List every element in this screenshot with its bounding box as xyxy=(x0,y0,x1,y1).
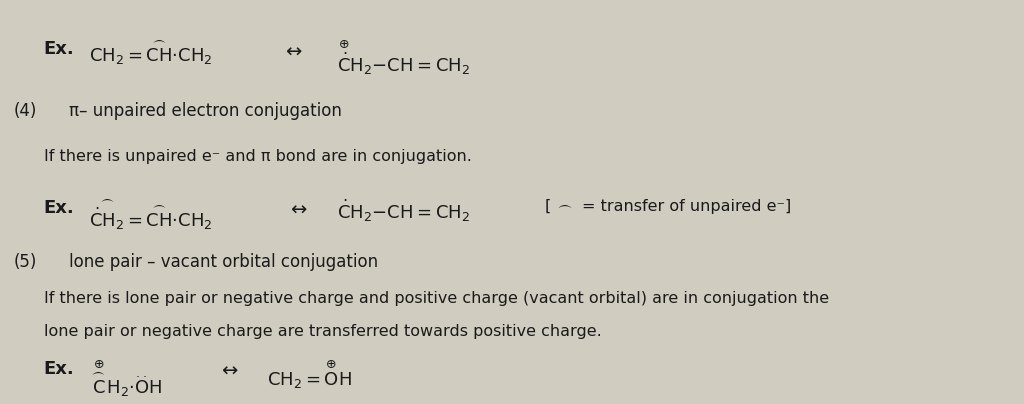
Text: [: [ xyxy=(545,199,551,214)
Text: If there is unpaired e⁻ and π bond are in conjugation.: If there is unpaired e⁻ and π bond are i… xyxy=(44,149,472,164)
Text: lone pair or negative charge are transferred towards positive charge.: lone pair or negative charge are transfe… xyxy=(44,324,602,339)
Text: $\leftrightarrow$: $\leftrightarrow$ xyxy=(217,360,239,379)
Text: $\mathrm{\dot{C}H_2{-}CH{=}CH_2}$: $\mathrm{\dot{C}H_2{-}CH{=}CH_2}$ xyxy=(337,198,470,224)
Text: $\mathrm{\overset{\frown}{\dot{C}H_2}{=}\overset{\frown}{CH}{\cdot}CH_2}$: $\mathrm{\overset{\frown}{\dot{C}H_2}{=}… xyxy=(88,198,212,232)
Text: $\leftrightarrow$: $\leftrightarrow$ xyxy=(282,40,303,59)
Text: $\mathrm{CH_2{=}\overset{\frown}{CH}{\cdot}CH_2}$: $\mathrm{CH_2{=}\overset{\frown}{CH}{\cd… xyxy=(88,38,212,67)
Text: Ex.: Ex. xyxy=(44,40,75,58)
Text: Ex.: Ex. xyxy=(44,199,75,217)
Text: $\mathrm{CH_2{=}\overset{\oplus}{O}H}$: $\mathrm{CH_2{=}\overset{\oplus}{O}H}$ xyxy=(267,358,352,391)
Text: If there is lone pair or negative charge and positive charge (vacant orbital) ar: If there is lone pair or negative charge… xyxy=(44,291,829,306)
Text: π– unpaired electron conjugation: π– unpaired electron conjugation xyxy=(69,102,342,120)
Text: (5): (5) xyxy=(14,253,38,271)
Text: $\leftrightarrow$: $\leftrightarrow$ xyxy=(287,199,308,218)
Text: $\frown$: $\frown$ xyxy=(555,198,573,211)
Text: $\mathrm{\overset{\oplus}{\dot{C}}H_2{-}CH{=}CH_2}$: $\mathrm{\overset{\oplus}{\dot{C}}H_2{-}… xyxy=(337,38,470,77)
Text: $\mathrm{\overset{\oplus}{\overset{\frown}{C}}H_2{\cdot}\overset{..}{O}H}$: $\mathrm{\overset{\oplus}{\overset{\frow… xyxy=(88,358,162,399)
Text: = transfer of unpaired e⁻]: = transfer of unpaired e⁻] xyxy=(582,199,791,214)
Text: lone pair – vacant orbital conjugation: lone pair – vacant orbital conjugation xyxy=(69,253,378,271)
Text: Ex.: Ex. xyxy=(44,360,75,378)
Text: (4): (4) xyxy=(14,102,38,120)
